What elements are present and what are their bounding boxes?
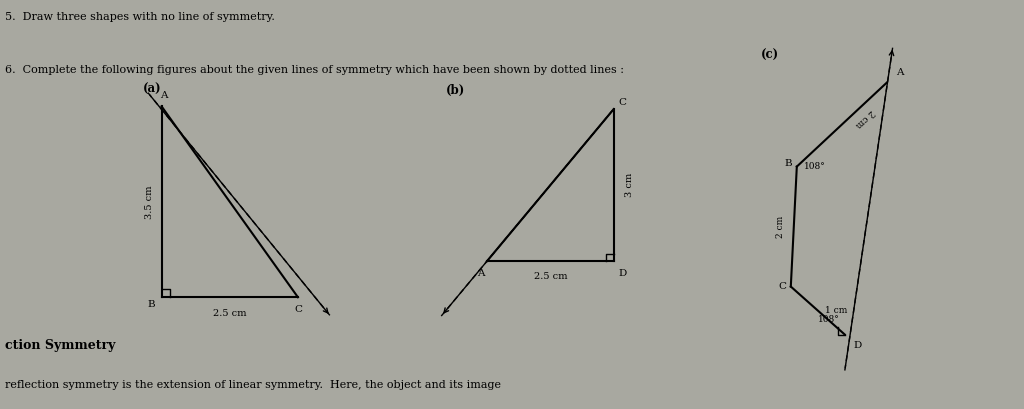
Text: 108°: 108° — [804, 162, 825, 171]
Text: C: C — [618, 98, 627, 107]
Text: 3 cm: 3 cm — [625, 173, 634, 197]
Text: reflection symmetry is the extension of linear symmetry.  Here, the object and i: reflection symmetry is the extension of … — [5, 380, 501, 390]
Text: B: B — [147, 300, 155, 309]
Text: D: D — [854, 341, 862, 350]
Text: 3.5 cm: 3.5 cm — [145, 185, 154, 218]
Text: 5.  Draw three shapes with no line of symmetry.: 5. Draw three shapes with no line of sym… — [5, 12, 275, 22]
Text: A: A — [896, 67, 903, 76]
Text: 2.5 cm: 2.5 cm — [534, 272, 567, 281]
Text: 1 cm: 1 cm — [825, 306, 848, 315]
Text: C: C — [778, 282, 786, 291]
Text: A: A — [477, 269, 484, 278]
Text: (a): (a) — [142, 83, 161, 96]
Text: (c): (c) — [761, 49, 779, 62]
Text: C: C — [294, 306, 302, 315]
Text: ction Symmetry: ction Symmetry — [5, 339, 116, 353]
Text: D: D — [618, 269, 627, 278]
Text: 2 cm: 2 cm — [776, 216, 784, 238]
Text: 2 cm: 2 cm — [854, 108, 877, 130]
Text: 2.5 cm: 2.5 cm — [213, 309, 247, 318]
Text: A: A — [161, 91, 168, 100]
Text: 6.  Complete the following figures about the given lines of symmetry which have : 6. Complete the following figures about … — [5, 65, 624, 75]
Text: (b): (b) — [446, 84, 466, 97]
Text: B: B — [784, 159, 792, 168]
Text: 108°: 108° — [818, 315, 840, 324]
